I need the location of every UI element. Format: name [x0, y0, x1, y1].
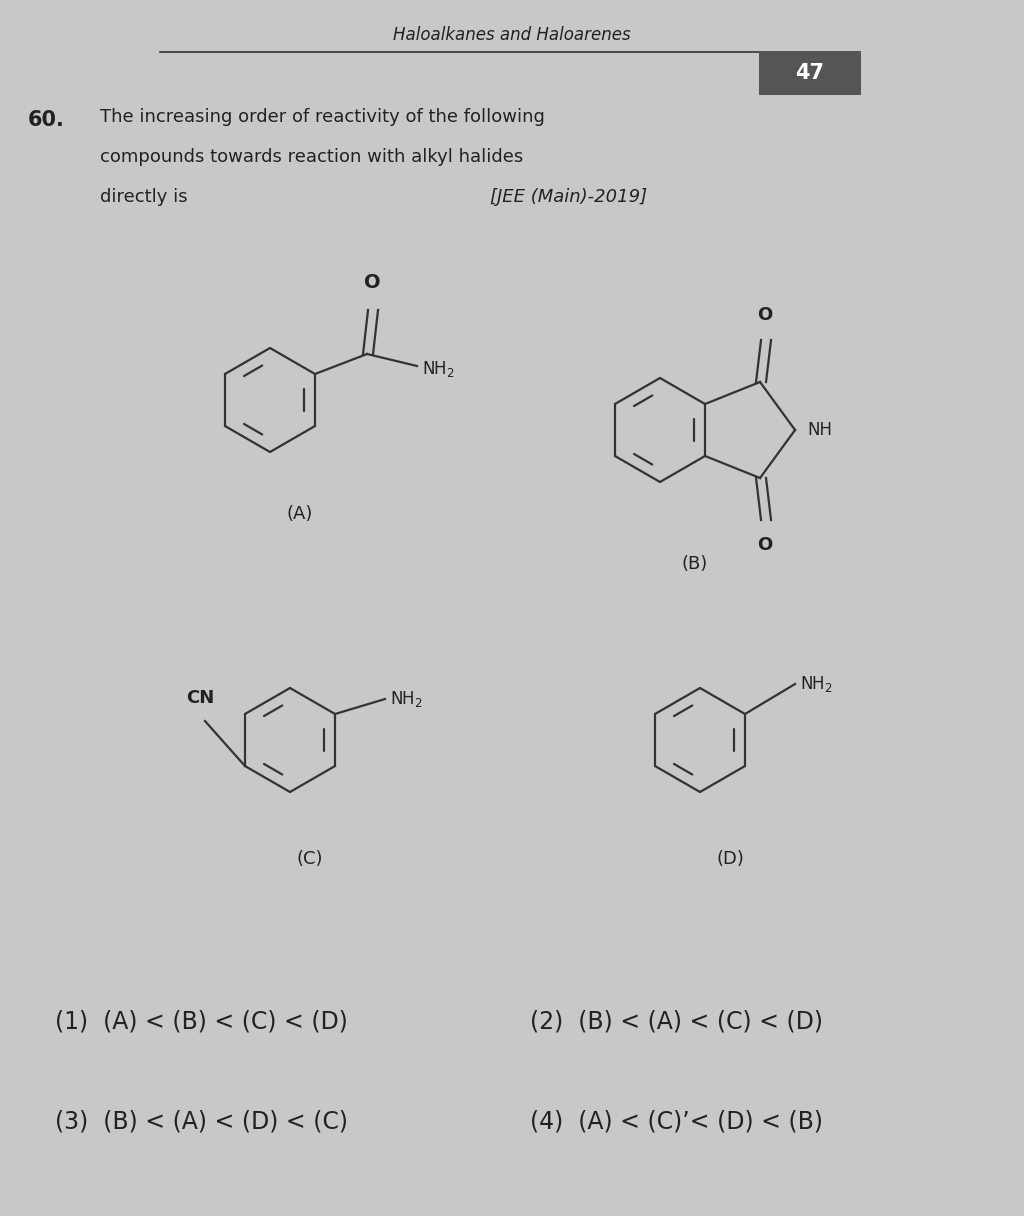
Text: O: O [758, 306, 773, 323]
Text: CN: CN [185, 689, 214, 706]
Text: O: O [758, 536, 773, 554]
Text: 47: 47 [796, 63, 824, 83]
Text: Haloalkanes and Haloarenes: Haloalkanes and Haloarenes [393, 26, 631, 44]
Text: (A): (A) [287, 505, 313, 523]
Text: The increasing order of reactivity of the following: The increasing order of reactivity of th… [100, 108, 545, 126]
Text: NH$_2$: NH$_2$ [422, 359, 455, 379]
Text: (3)  (B) < (A) < (D) < (C): (3) (B) < (A) < (D) < (C) [55, 1110, 348, 1135]
Text: (1)  (A) < (B) < (C) < (D): (1) (A) < (B) < (C) < (D) [55, 1010, 348, 1034]
Text: O: O [364, 274, 380, 292]
Text: (B): (B) [682, 554, 709, 573]
Text: 60.: 60. [28, 109, 65, 130]
Text: NH: NH [807, 421, 833, 439]
Text: (4)  (A) < (C)’< (D) < (B): (4) (A) < (C)’< (D) < (B) [530, 1110, 823, 1135]
Text: [JEE (Main)-2019]: [JEE (Main)-2019] [490, 188, 647, 206]
Text: (C): (C) [297, 850, 324, 868]
Text: (D): (D) [716, 850, 744, 868]
Text: directly is: directly is [100, 188, 187, 206]
FancyBboxPatch shape [759, 51, 861, 95]
Text: (2)  (B) < (A) < (C) < (D): (2) (B) < (A) < (C) < (D) [530, 1010, 823, 1034]
Text: NH$_2$: NH$_2$ [800, 674, 833, 694]
Text: NH$_2$: NH$_2$ [390, 689, 423, 709]
Text: compounds towards reaction with alkyl halides: compounds towards reaction with alkyl ha… [100, 148, 523, 167]
